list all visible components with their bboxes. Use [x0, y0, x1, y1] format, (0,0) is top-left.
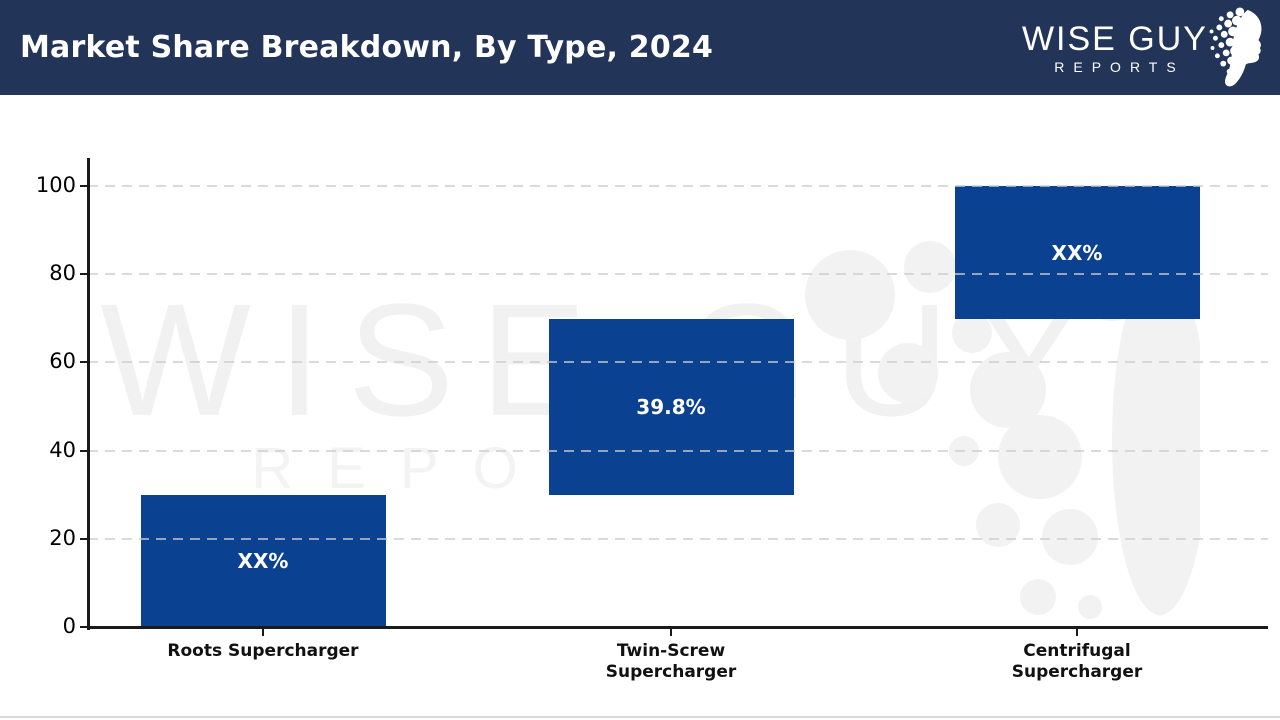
- x-tick-mark-2: [670, 629, 672, 636]
- logo-reports-text: REPORTS: [1054, 58, 1185, 75]
- bar-centrifugal-supercharger: XX%: [954, 186, 1200, 320]
- bottom-divider: [0, 716, 1280, 718]
- page-title: Market Share Breakdown, By Type, 2024: [20, 30, 714, 65]
- gridline-100: [88, 185, 1268, 187]
- bar-value-label-roots-supercharger: XX%: [237, 548, 289, 573]
- x-category-label-centrifugal: Centrifugal Supercharger: [1011, 641, 1143, 682]
- logo-text: WISE GUY REPORTS: [1022, 21, 1208, 75]
- y-tick-label-20: 20: [49, 525, 76, 550]
- y-tick-mark-20: [80, 537, 88, 540]
- bar-value-label-centrifugal-supercharger: XX%: [1051, 240, 1103, 265]
- y-tick-label-80: 80: [49, 261, 76, 286]
- y-tick-mark-80: [80, 273, 88, 276]
- x-category-label-roots-supercharger: Roots Supercharger: [167, 641, 359, 661]
- x-axis-line: [87, 626, 1268, 629]
- wise-guy-reports-logo: WISE GUY REPORTS: [1022, 6, 1266, 90]
- gridline-20: [88, 537, 1268, 540]
- gridline-60: [88, 361, 1268, 364]
- y-tick-label-100: 100: [35, 173, 76, 197]
- y-tick-label-0: 0: [62, 614, 76, 638]
- gridline-80: [88, 273, 1268, 276]
- x-category-label-twin-screw: Twin-Screw Supercharger: [605, 641, 737, 682]
- y-tick-mark-60: [80, 361, 88, 364]
- x-tick-mark-1: [262, 629, 264, 636]
- gridline-40: [88, 449, 1268, 452]
- y-tick-mark-100: [80, 185, 88, 187]
- y-tick-mark-0: [80, 626, 88, 628]
- bar-value-label-twin-screw-supercharger: 39.8%: [636, 394, 706, 419]
- logo-wiseguy-text: WISE GUY: [1021, 19, 1208, 58]
- header: Market Share Breakdown, By Type, 2024 WI…: [0, 0, 1280, 95]
- bar-roots-supercharger: XX%: [140, 494, 386, 627]
- x-tick-mark-3: [1076, 629, 1078, 636]
- y-tick-label-40: 40: [49, 437, 76, 462]
- y-tick-mark-40: [80, 449, 88, 452]
- y-tick-label-60: 60: [49, 349, 76, 374]
- bar-twin-screw-supercharger: 39.8%: [548, 319, 794, 495]
- face-logo-icon: [1209, 6, 1262, 86]
- y-axis-line: [87, 158, 90, 630]
